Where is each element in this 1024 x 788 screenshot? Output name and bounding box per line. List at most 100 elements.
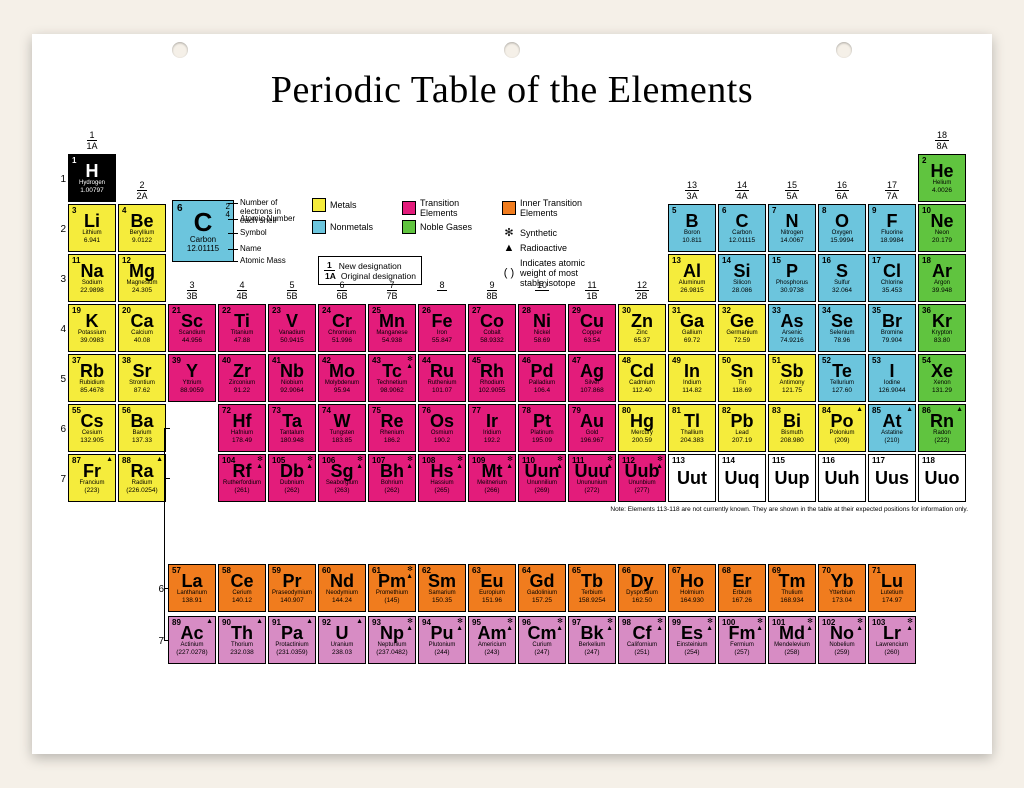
- element-Rf: 104✻▲RfRutherfordium(261): [218, 454, 266, 502]
- element-Pu: 94✻▲PuPlutonium(244): [418, 616, 466, 664]
- period-label-3: 3: [54, 274, 66, 285]
- element-Tm: 69TmThulium168.934: [768, 564, 816, 612]
- element-Fe: 26FeIron55.847: [418, 304, 466, 352]
- element-N: 7NNitrogen14.0067: [768, 204, 816, 252]
- element-Pd: 46PdPalladium106.4: [518, 354, 566, 402]
- group-header-8: 8: [418, 280, 466, 301]
- element-Hg: 80HgMercury200.59: [618, 404, 666, 452]
- element-Uuh: 116Uuh: [818, 454, 866, 502]
- element-C: 6CCarbon12.01115: [718, 204, 766, 252]
- element-Be: 4BeBeryllium9.0122: [118, 204, 166, 252]
- element-V: 23VVanadium50.9415: [268, 304, 316, 352]
- element-Ge: 32GeGermanium72.59: [718, 304, 766, 352]
- element-Zn: 30ZnZinc65.37: [618, 304, 666, 352]
- element-Sm: 62SmSamarium150.35: [418, 564, 466, 612]
- element-Uut: 113Uut: [668, 454, 716, 502]
- element-Sn: 50SnTin118.69: [718, 354, 766, 402]
- element-Hs: 108✻▲HsHassium(265): [418, 454, 466, 502]
- element-Dy: 66DyDysprosium162.50: [618, 564, 666, 612]
- element-B: 5BBoron10.811: [668, 204, 716, 252]
- group-header-16: 166A: [818, 180, 866, 201]
- legend-swatch: Nonmetals: [312, 220, 373, 234]
- element-Ce: 58CeCerium140.12: [218, 564, 266, 612]
- period-label-7: 7: [54, 474, 66, 485]
- element-Er: 68ErErbium167.26: [718, 564, 766, 612]
- page-title: Periodic Table of the Elements: [54, 68, 970, 112]
- legend-swatch: Inner TransitionElements: [502, 198, 582, 218]
- element-Sc: 21ScScandium44.956: [168, 304, 216, 352]
- legend-symbol: ✻Synthetic: [502, 226, 557, 239]
- element-Cm: 96✻▲CmCurium(247): [518, 616, 566, 664]
- element-Rh: 45RhRhodium102.9055: [468, 354, 516, 402]
- element-Pr: 59PrPraseodymium140.907: [268, 564, 316, 612]
- element-Np: 93✻▲NpNeptunium(237.0482): [368, 616, 416, 664]
- element-At: 85▲AtAstatine(210): [868, 404, 916, 452]
- element-Yb: 70YbYtterbium173.04: [818, 564, 866, 612]
- element-Lu: 71LuLutetium174.97: [868, 564, 916, 612]
- key-label: Symbol: [240, 228, 267, 237]
- element-Sr: 38SrStrontium87.62: [118, 354, 166, 402]
- element-Db: 105✻▲DbDubnium(262): [268, 454, 316, 502]
- element-Y: 39YYttrium88.9059: [168, 354, 216, 402]
- period-label-1: 1: [54, 174, 66, 185]
- group-header-13: 133A: [668, 180, 716, 201]
- element-Bk: 97✻▲BkBerkelium(247): [568, 616, 616, 664]
- element-Uup: 115Uup: [768, 454, 816, 502]
- legend-swatch: Noble Gases: [402, 220, 472, 234]
- element-Fm: 100✻▲FmFermium(257): [718, 616, 766, 664]
- element-I: 53IIodine126.9044: [868, 354, 916, 402]
- element-Li: 3LiLithium6.941: [68, 204, 116, 252]
- element-Ag: 47AgSilver107.868: [568, 354, 616, 402]
- element-Ta: 73TaTantalum180.948: [268, 404, 316, 452]
- element-Ba: 56BaBarium137.33: [118, 404, 166, 452]
- element-F: 9FFluorine18.9984: [868, 204, 916, 252]
- element-O: 8OOxygen15.9994: [818, 204, 866, 252]
- element-In: 49InIndium114.82: [668, 354, 716, 402]
- element-No: 102✻▲NoNobelium(259): [818, 616, 866, 664]
- element-Cl: 17ClChlorine35.453: [868, 254, 916, 302]
- element-Ir: 77IrIridium192.2: [468, 404, 516, 452]
- punch-hole: [836, 42, 852, 58]
- element-Ti: 22TiTitanium47.88: [218, 304, 266, 352]
- element-Pm: 61✻▲PmPromethium(145): [368, 564, 416, 612]
- element-Uuq: 114Uuq: [718, 454, 766, 502]
- element-Gd: 64GdGadolinium157.25: [518, 564, 566, 612]
- element-Nd: 60NdNeodymium144.24: [318, 564, 366, 612]
- element-Lr: 103✻▲LrLawrencium(260): [868, 616, 916, 664]
- paper-container: Periodic Table of the Elements 1HHydroge…: [32, 34, 992, 754]
- element-W: 74WTungsten183.85: [318, 404, 366, 452]
- element-Al: 13AlAluminum26.9815: [668, 254, 716, 302]
- element-Es: 99✻▲EsEinsteinium(254): [668, 616, 716, 664]
- element-Ac: 89▲AcActinium(227.0278): [168, 616, 216, 664]
- element-Ni: 28NiNickel58.69: [518, 304, 566, 352]
- element-Nb: 41NbNiobium92.9064: [268, 354, 316, 402]
- element-Am: 95✻▲AmAmericium(243): [468, 616, 516, 664]
- legend-swatch: Metals: [312, 198, 357, 212]
- element-Ar: 18ArArgon39.948: [918, 254, 966, 302]
- element-Mo: 42MoMolybdenum95.94: [318, 354, 366, 402]
- key-label: Name: [240, 244, 261, 253]
- element-Au: 79AuGold196.967: [568, 404, 616, 452]
- element-Bi: 83BiBismuth208.980: [768, 404, 816, 452]
- element-Eu: 63EuEuropium151.96: [468, 564, 516, 612]
- element-Rb: 37RbRubidium85.4678: [68, 354, 116, 402]
- element-Bh: 107✻▲BhBohrium(262): [368, 454, 416, 502]
- element-Tb: 65TbTerbium158.9254: [568, 564, 616, 612]
- legend-symbol: ▲Radioactive: [502, 242, 567, 254]
- group-header-5: 55B: [268, 280, 316, 301]
- element-Pt: 78PtPlatinum195.09: [518, 404, 566, 452]
- designation-legend: 1New designation1AOriginal designation: [318, 256, 422, 285]
- group-header-2: 22A: [118, 180, 166, 201]
- element-La: 57LaLanthanum138.91: [168, 564, 216, 612]
- key-label: Atomic Mass: [240, 256, 286, 265]
- element-Ga: 31GaGallium69.72: [668, 304, 716, 352]
- element-P: 15PPhosphorus30.9738: [768, 254, 816, 302]
- element-Cr: 24CrChromium51.996: [318, 304, 366, 352]
- element-Os: 76OsOsmium190.2: [418, 404, 466, 452]
- element-Ra: 88▲RaRadium(226.0254): [118, 454, 166, 502]
- element-Ca: 20CaCalcium40.08: [118, 304, 166, 352]
- footnote: Note: Elements 113-118 are not currently…: [568, 506, 968, 513]
- element-Mn: 25MnManganese54.938: [368, 304, 416, 352]
- punch-hole: [172, 42, 188, 58]
- period-label-2: 2: [54, 224, 66, 235]
